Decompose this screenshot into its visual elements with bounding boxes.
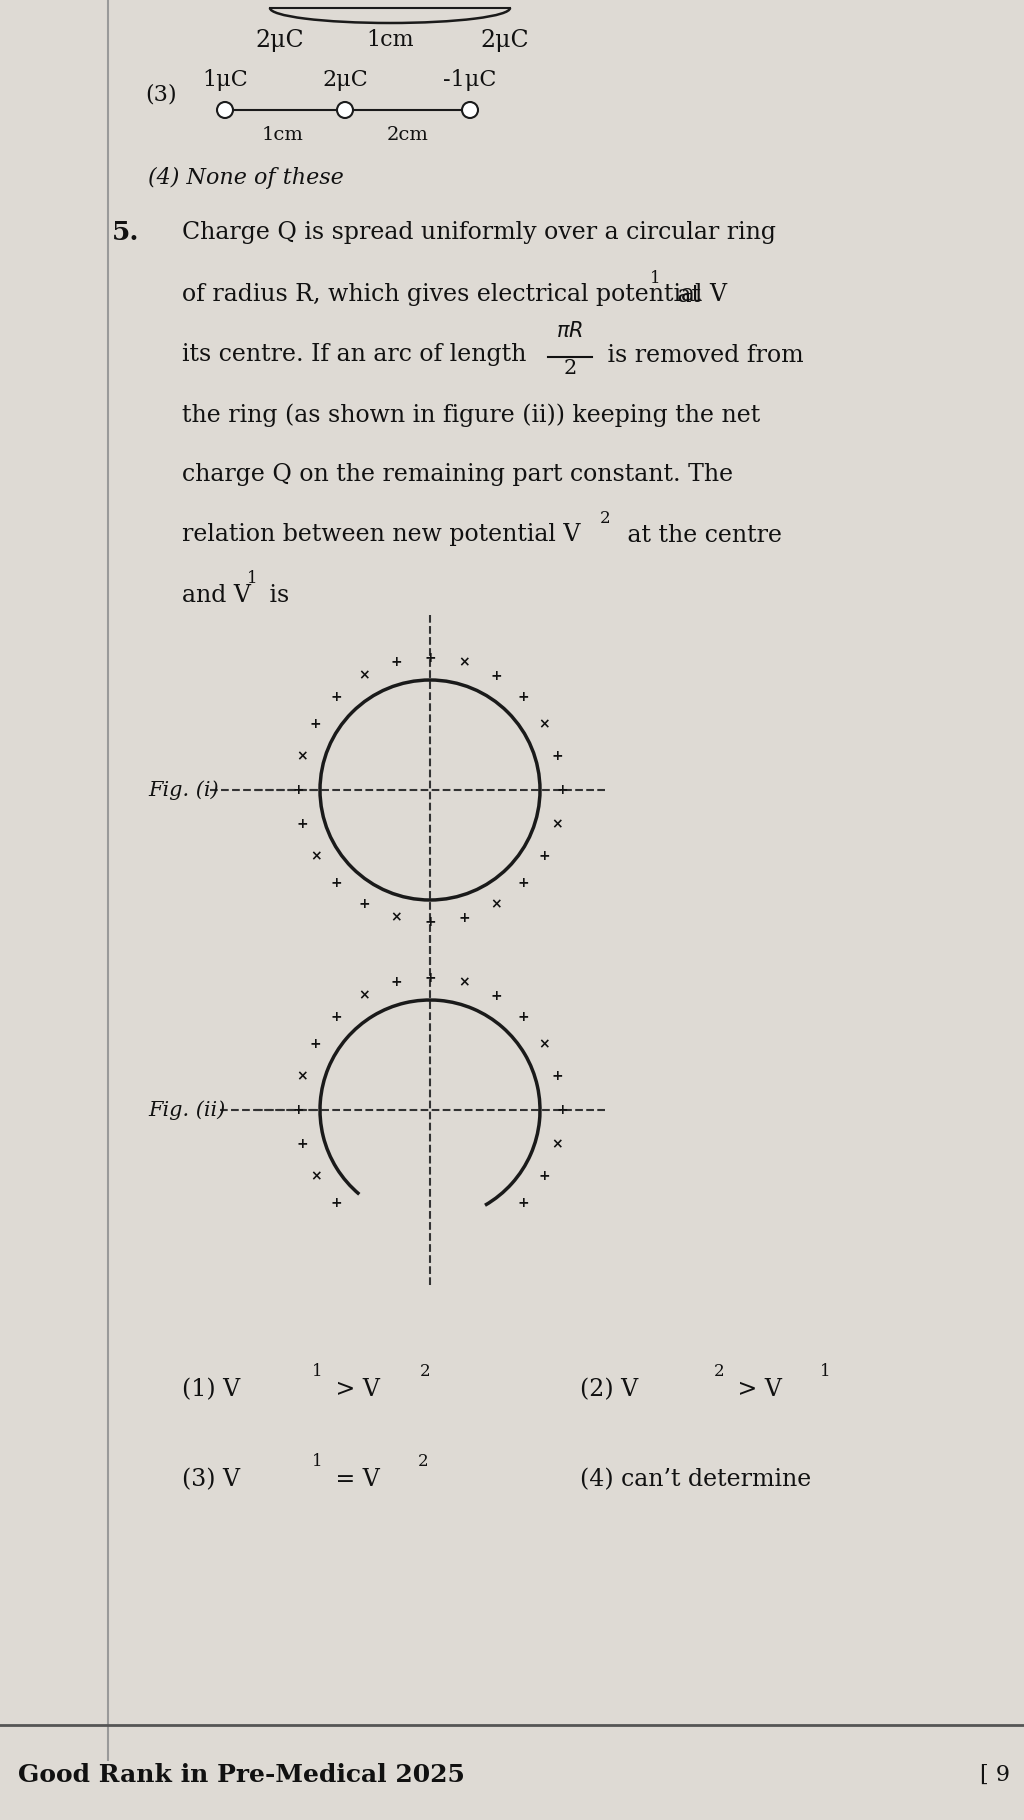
Text: +: + bbox=[552, 748, 563, 763]
Text: charge Q on the remaining part constant. The: charge Q on the remaining part constant.… bbox=[182, 464, 733, 486]
Text: ×: × bbox=[297, 1068, 308, 1083]
Text: +: + bbox=[539, 848, 550, 863]
Text: and V: and V bbox=[182, 584, 251, 606]
Text: +: + bbox=[490, 668, 502, 682]
Text: +: + bbox=[424, 915, 436, 928]
Text: +: + bbox=[310, 1037, 322, 1050]
Text: +: + bbox=[552, 1068, 563, 1083]
Text: (2) V: (2) V bbox=[580, 1378, 638, 1401]
Text: 2: 2 bbox=[714, 1363, 725, 1380]
Text: Fig. (i): Fig. (i) bbox=[148, 781, 219, 799]
Circle shape bbox=[337, 102, 353, 118]
Text: +: + bbox=[390, 655, 401, 670]
Text: Fig. (ii): Fig. (ii) bbox=[148, 1099, 225, 1119]
Text: ×: × bbox=[539, 717, 550, 732]
Text: at the centre: at the centre bbox=[620, 524, 782, 546]
Text: (3): (3) bbox=[145, 84, 176, 106]
Text: 1μC: 1μC bbox=[202, 69, 248, 91]
Text: ×: × bbox=[297, 748, 308, 763]
Text: 2: 2 bbox=[600, 510, 610, 528]
Text: ×: × bbox=[459, 976, 470, 990]
Text: (4) can’t determine: (4) can’t determine bbox=[580, 1469, 811, 1492]
Text: ×: × bbox=[390, 910, 401, 925]
Text: +: + bbox=[517, 1196, 529, 1210]
Text: +: + bbox=[517, 1010, 529, 1023]
Text: +: + bbox=[310, 717, 322, 732]
Text: $\pi R$: $\pi R$ bbox=[556, 320, 584, 340]
Text: 2μC: 2μC bbox=[256, 29, 304, 51]
Text: 1cm: 1cm bbox=[367, 29, 414, 51]
Text: 2: 2 bbox=[420, 1363, 431, 1380]
Text: +: + bbox=[556, 1103, 568, 1117]
Text: 1: 1 bbox=[247, 570, 258, 588]
Text: of radius R, which gives electrical potential V: of radius R, which gives electrical pote… bbox=[182, 284, 727, 306]
Text: +: + bbox=[424, 652, 436, 664]
Text: -1μC: -1μC bbox=[443, 69, 497, 91]
Text: (1) V: (1) V bbox=[182, 1378, 240, 1401]
Text: +: + bbox=[297, 1138, 308, 1152]
Circle shape bbox=[462, 102, 478, 118]
Text: +: + bbox=[292, 783, 304, 797]
Text: +: + bbox=[424, 972, 436, 985]
Text: +: + bbox=[331, 1010, 342, 1023]
Text: (3) V: (3) V bbox=[182, 1469, 240, 1492]
Text: +: + bbox=[459, 910, 470, 925]
Text: 2μC: 2μC bbox=[323, 69, 368, 91]
Text: the ring (as shown in figure (ii)) keeping the net: the ring (as shown in figure (ii)) keepi… bbox=[182, 404, 760, 426]
Text: +: + bbox=[331, 877, 342, 890]
Text: 2cm: 2cm bbox=[387, 126, 429, 144]
Circle shape bbox=[217, 102, 233, 118]
Text: 1cm: 1cm bbox=[262, 126, 304, 144]
Text: ×: × bbox=[552, 1138, 563, 1152]
Text: = V: = V bbox=[328, 1469, 380, 1492]
Text: is: is bbox=[262, 584, 289, 606]
Text: ×: × bbox=[310, 1168, 322, 1183]
Text: +: + bbox=[331, 1196, 342, 1210]
Text: ×: × bbox=[490, 897, 502, 912]
Text: ×: × bbox=[310, 848, 322, 863]
Text: [ 9: [ 9 bbox=[980, 1764, 1010, 1785]
Text: (4) None of these: (4) None of these bbox=[148, 167, 344, 189]
Text: 2: 2 bbox=[418, 1452, 429, 1471]
Text: 1: 1 bbox=[820, 1363, 830, 1380]
Text: ×: × bbox=[358, 988, 370, 1003]
Text: > V: > V bbox=[328, 1378, 380, 1401]
Text: relation between new potential V: relation between new potential V bbox=[182, 524, 581, 546]
Text: > V: > V bbox=[730, 1378, 782, 1401]
Text: +: + bbox=[517, 877, 529, 890]
Text: Charge Q is spread uniformly over a circular ring: Charge Q is spread uniformly over a circ… bbox=[182, 220, 776, 244]
Text: 2: 2 bbox=[563, 359, 577, 379]
Text: +: + bbox=[358, 897, 370, 912]
Text: +: + bbox=[539, 1168, 550, 1183]
Text: +: + bbox=[390, 976, 401, 990]
Text: 5.: 5. bbox=[112, 220, 139, 244]
Text: +: + bbox=[292, 1103, 304, 1117]
Text: +: + bbox=[490, 988, 502, 1003]
Text: ×: × bbox=[539, 1037, 550, 1050]
Text: 1: 1 bbox=[650, 269, 660, 288]
Text: +: + bbox=[556, 783, 568, 797]
Text: ×: × bbox=[552, 817, 563, 832]
Text: +: + bbox=[297, 817, 308, 832]
Text: +: + bbox=[331, 690, 342, 704]
Text: ×: × bbox=[358, 668, 370, 682]
Text: 1: 1 bbox=[312, 1363, 323, 1380]
Text: Good Rank in Pre-Medical 2025: Good Rank in Pre-Medical 2025 bbox=[18, 1764, 465, 1787]
Text: its centre. If an arc of length: its centre. If an arc of length bbox=[182, 344, 526, 366]
Text: at: at bbox=[670, 284, 701, 306]
Text: ×: × bbox=[459, 655, 470, 670]
Text: 1: 1 bbox=[312, 1452, 323, 1471]
Text: +: + bbox=[517, 690, 529, 704]
Text: 2μC: 2μC bbox=[480, 29, 529, 51]
Text: is removed from: is removed from bbox=[600, 344, 804, 366]
